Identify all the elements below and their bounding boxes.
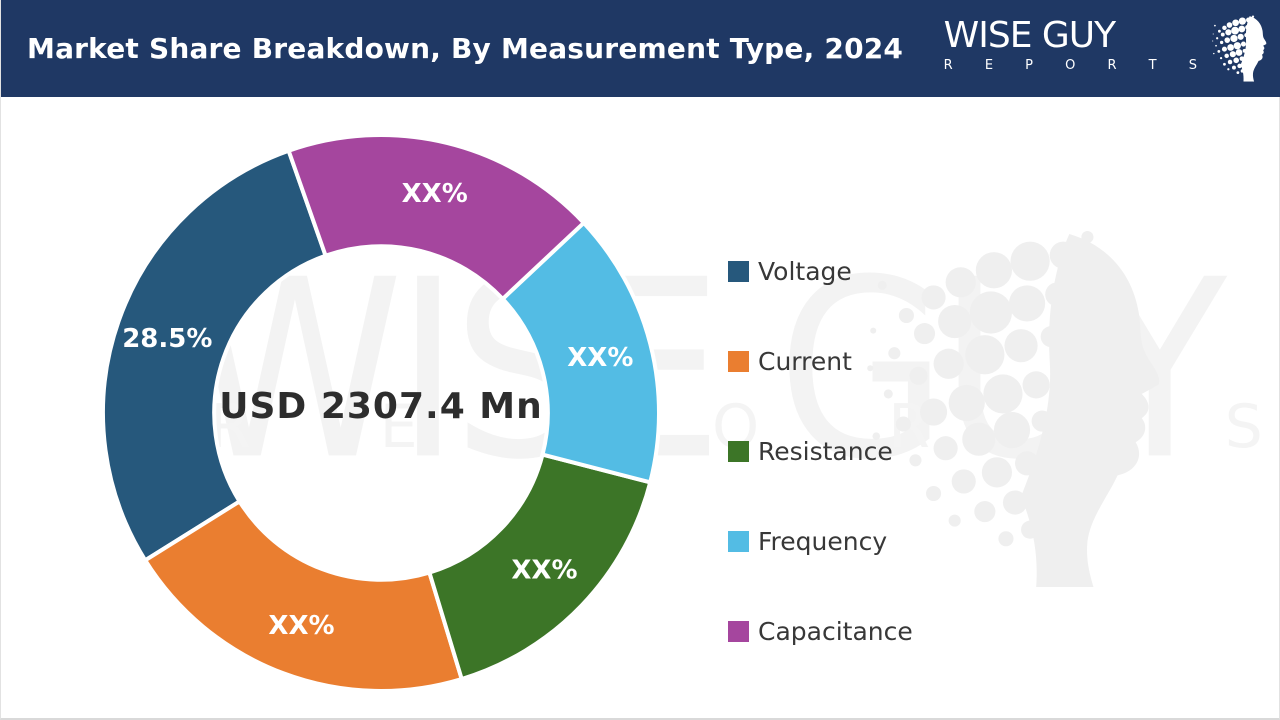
legend-swatch-capacitance [728, 620, 749, 642]
slice-label-current: XX% [268, 611, 334, 641]
legend-swatch-frequency [728, 530, 749, 552]
dotted-head-profile-icon [1211, 8, 1267, 88]
logo-name: WISE GUY [943, 15, 1117, 56]
donut-slice-capacitance [286, 133, 587, 302]
legend-label: Capacitance [758, 616, 913, 646]
header-bar: Market Share Breakdown, By Measurement T… [1, 0, 1280, 97]
chart-legend: Voltage Current Resistance Frequency Capacit… [728, 97, 1028, 718]
legend-swatch-resistance [728, 440, 749, 462]
legend-label: Current [758, 346, 852, 376]
donut-chart: 28.5% XX% XX% XX% XX% [101, 133, 661, 693]
slice-label-capacitance: XX% [402, 179, 468, 209]
legend-item-voltage: Voltage [728, 256, 852, 286]
chart-area: WISE GUY R E P O R T S 28.5% XX% XX% XX% XX%… [1, 97, 1279, 718]
wiseguy-logo: WISE GUY R E P O R T S [944, 16, 1211, 73]
donut-slice-frequency [499, 220, 661, 485]
slice-label-resistance: XX% [511, 556, 577, 586]
legend-label: Frequency [758, 526, 888, 556]
legend-label: Voltage [758, 256, 852, 286]
logo-subtitle: R E P O R T S [943, 57, 1211, 73]
donut-slice-current [142, 498, 465, 693]
slice-label-frequency: XX% [567, 343, 633, 373]
legend-swatch-current [728, 350, 749, 372]
legend-item-current: Current [728, 346, 852, 376]
page-title: Market Share Breakdown, By Measurement T… [27, 32, 904, 65]
donut-slice-voltage [101, 148, 329, 564]
legend-item-frequency: Frequency [728, 526, 888, 556]
legend-item-capacitance: Capacitance [728, 616, 913, 646]
legend-label: Resistance [758, 436, 893, 466]
legend-item-resistance: Resistance [728, 436, 893, 466]
slice-label-voltage: 28.5% [122, 324, 212, 354]
donut-slice-resistance [426, 452, 653, 682]
chart-center-value: USD 2307.4 Mn [219, 386, 543, 427]
legend-swatch-voltage [728, 260, 749, 282]
